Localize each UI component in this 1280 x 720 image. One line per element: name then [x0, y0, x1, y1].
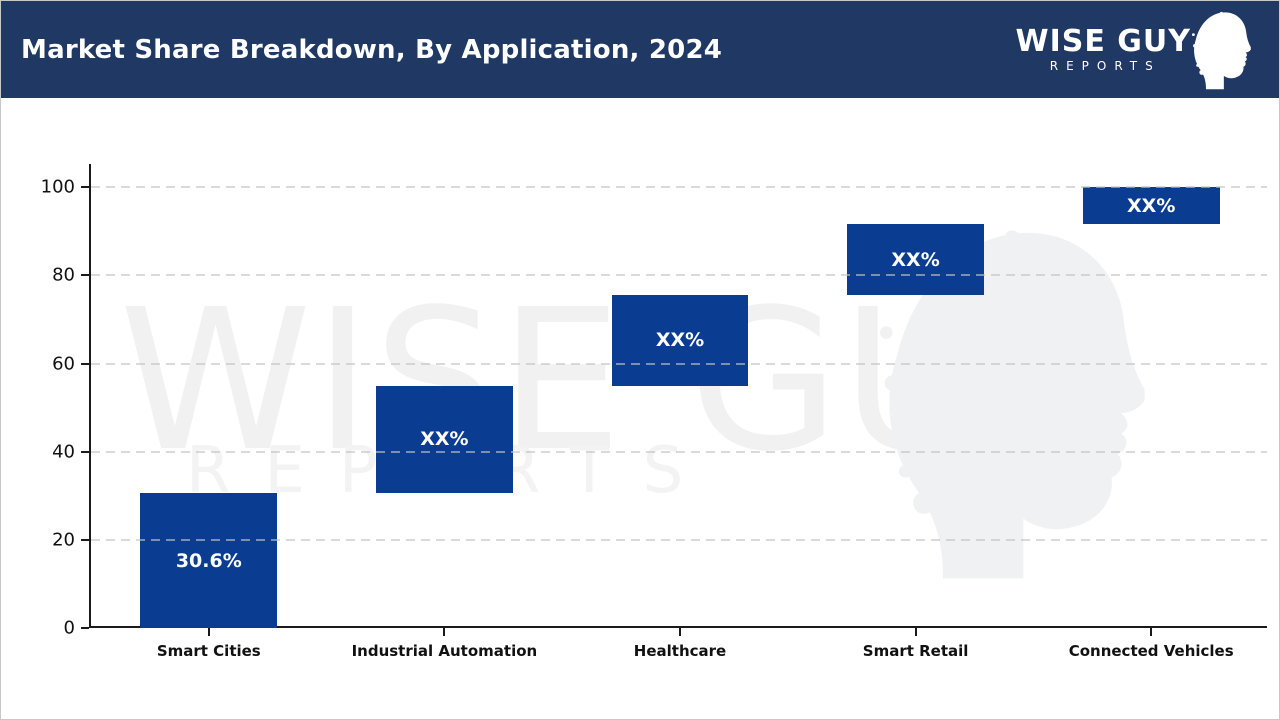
y-axis-tick-60 [81, 362, 89, 365]
y-axis-tick-40 [81, 450, 89, 453]
plot-area: 0 20 40 60 80 100 30.6% Smart Cities XX% Industri… [41, 164, 1267, 660]
y-axis-tick-80 [81, 274, 89, 277]
x-axis-label-industrial-automation: Industrial Automation [351, 642, 538, 660]
gridline-y20 [91, 538, 1267, 541]
bar-value-label: 30.6% [175, 549, 242, 572]
bar-healthcare: XX% [611, 295, 749, 386]
bar-connected-vehicles: XX% [1082, 187, 1220, 224]
x-axis-label-smart-cities: Smart Cities [156, 642, 261, 660]
x-axis-tick-0 [207, 628, 210, 636]
x-axis-tick-1 [443, 628, 446, 636]
x-axis-label-healthcare: Healthcare [633, 642, 727, 660]
bar-industrial-automation: XX% [376, 385, 513, 494]
gridline-y100 [91, 186, 1267, 189]
bar-smart-cities: 30.6% [140, 493, 278, 628]
bar-value-label: XX% [655, 329, 705, 352]
gridline-y60 [91, 362, 1267, 365]
y-axis-tick-0 [81, 627, 89, 629]
x-axis-tick-4 [1150, 628, 1153, 636]
x-axis-tick-2 [679, 628, 681, 636]
y-axis-tick-100 [81, 186, 89, 189]
y-axis-tick-20 [81, 538, 89, 541]
wise-guy-logo: WISE GUY REPORTS [1015, 8, 1255, 92]
y-axis-label-20: 20 [52, 529, 75, 551]
logo-text: WISE GUY REPORTS [1015, 26, 1191, 74]
y-axis-label-100: 100 [40, 176, 75, 198]
bar-value-label: XX% [891, 248, 940, 271]
chart-title: Market Share Breakdown, By Application, … [21, 34, 723, 65]
y-axis-label-60: 60 [52, 353, 75, 375]
logo-wordmark: WISE GUY [1015, 23, 1191, 59]
gridline-y80 [91, 274, 1267, 277]
bar-value-label: XX% [420, 428, 469, 451]
y-axis-label-80: 80 [52, 264, 75, 286]
bar-smart-retail: XX% [847, 223, 984, 296]
x-axis-tick-3 [914, 628, 917, 636]
x-axis-label-smart-retail: Smart Retail [862, 642, 969, 660]
header-band: Market Share Breakdown, By Application, … [1, 1, 1279, 98]
bar-value-label: XX% [1127, 194, 1176, 217]
gridline-y40 [91, 450, 1267, 453]
logo-head-icon [1192, 11, 1251, 89]
y-axis-label-0: 0 [63, 617, 75, 639]
logo-subtitle: REPORTS [1049, 59, 1161, 74]
y-axis-label-40: 40 [52, 441, 75, 463]
x-axis-label-connected-vehicles: Connected Vehicles [1068, 642, 1234, 660]
